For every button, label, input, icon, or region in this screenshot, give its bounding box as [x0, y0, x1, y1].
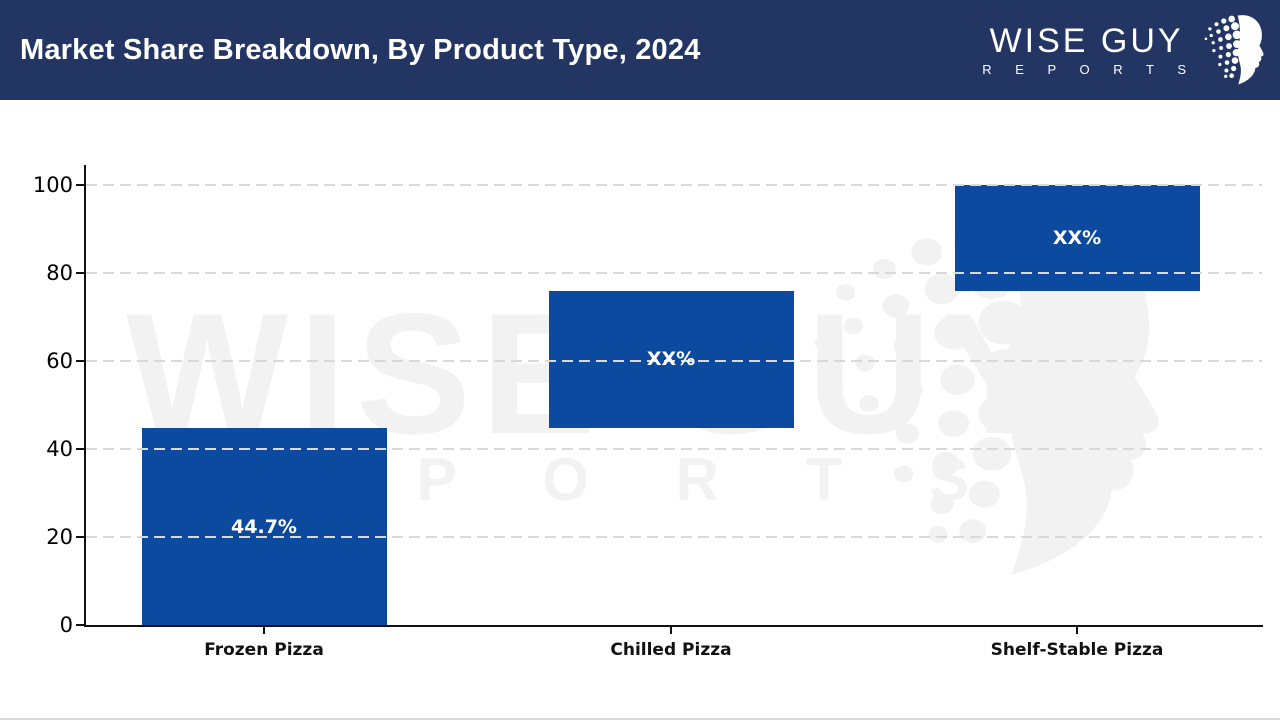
bar-value-label-frozen-pizza: 44.7%: [231, 515, 297, 538]
y-axis-tick-label: 0: [59, 613, 73, 637]
y-axis-tick-label: 60: [46, 349, 73, 373]
gridline: [86, 184, 1262, 186]
y-axis-tick-label: 40: [46, 437, 73, 461]
y-axis-tick: [76, 272, 84, 274]
gridline: [86, 272, 1262, 274]
bar-chilled-pizza: [548, 290, 794, 429]
gridline: [86, 360, 1262, 362]
x-axis-tick: [670, 627, 672, 634]
page-title: Market Share Breakdown, By Product Type,…: [20, 33, 701, 66]
wise-guy-logo: WISE GUY R E P O R T S: [977, 6, 1266, 94]
y-axis-tick-label: 20: [46, 525, 73, 549]
category-label-chilled-pizza: Chilled Pizza: [610, 640, 732, 660]
logo-subtext: R E P O R T S: [982, 62, 1196, 77]
bar-value-label-shelf-stable-pizza: XX%: [1052, 226, 1102, 249]
logo-wordmark: WISE GUY: [989, 22, 1184, 60]
y-axis-tick: [76, 448, 84, 450]
y-axis-tick-label: 100: [32, 173, 73, 197]
x-axis-tick: [1076, 627, 1078, 634]
gridline: [86, 448, 1262, 450]
y-axis-tick: [76, 624, 84, 626]
category-label-shelf-stable-pizza: Shelf-Stable Pizza: [990, 640, 1164, 660]
x-axis-line: [84, 625, 1263, 627]
bar-value-label-chilled-pizza: XX%: [646, 348, 696, 371]
y-axis-tick: [76, 536, 84, 538]
x-axis-tick: [263, 627, 265, 634]
gridline: [86, 536, 1262, 538]
bar-frozen-pizza: [141, 428, 387, 625]
y-axis-tick: [76, 360, 84, 362]
header: Market Share Breakdown, By Product Type,…: [0, 0, 1280, 100]
y-axis-line: [84, 165, 86, 627]
y-axis-tick-label: 80: [46, 261, 73, 285]
category-label-frozen-pizza: Frozen Pizza: [204, 640, 324, 660]
y-axis-tick: [76, 184, 84, 186]
logo-text: WISE GUY R E P O R T S: [977, 24, 1196, 76]
